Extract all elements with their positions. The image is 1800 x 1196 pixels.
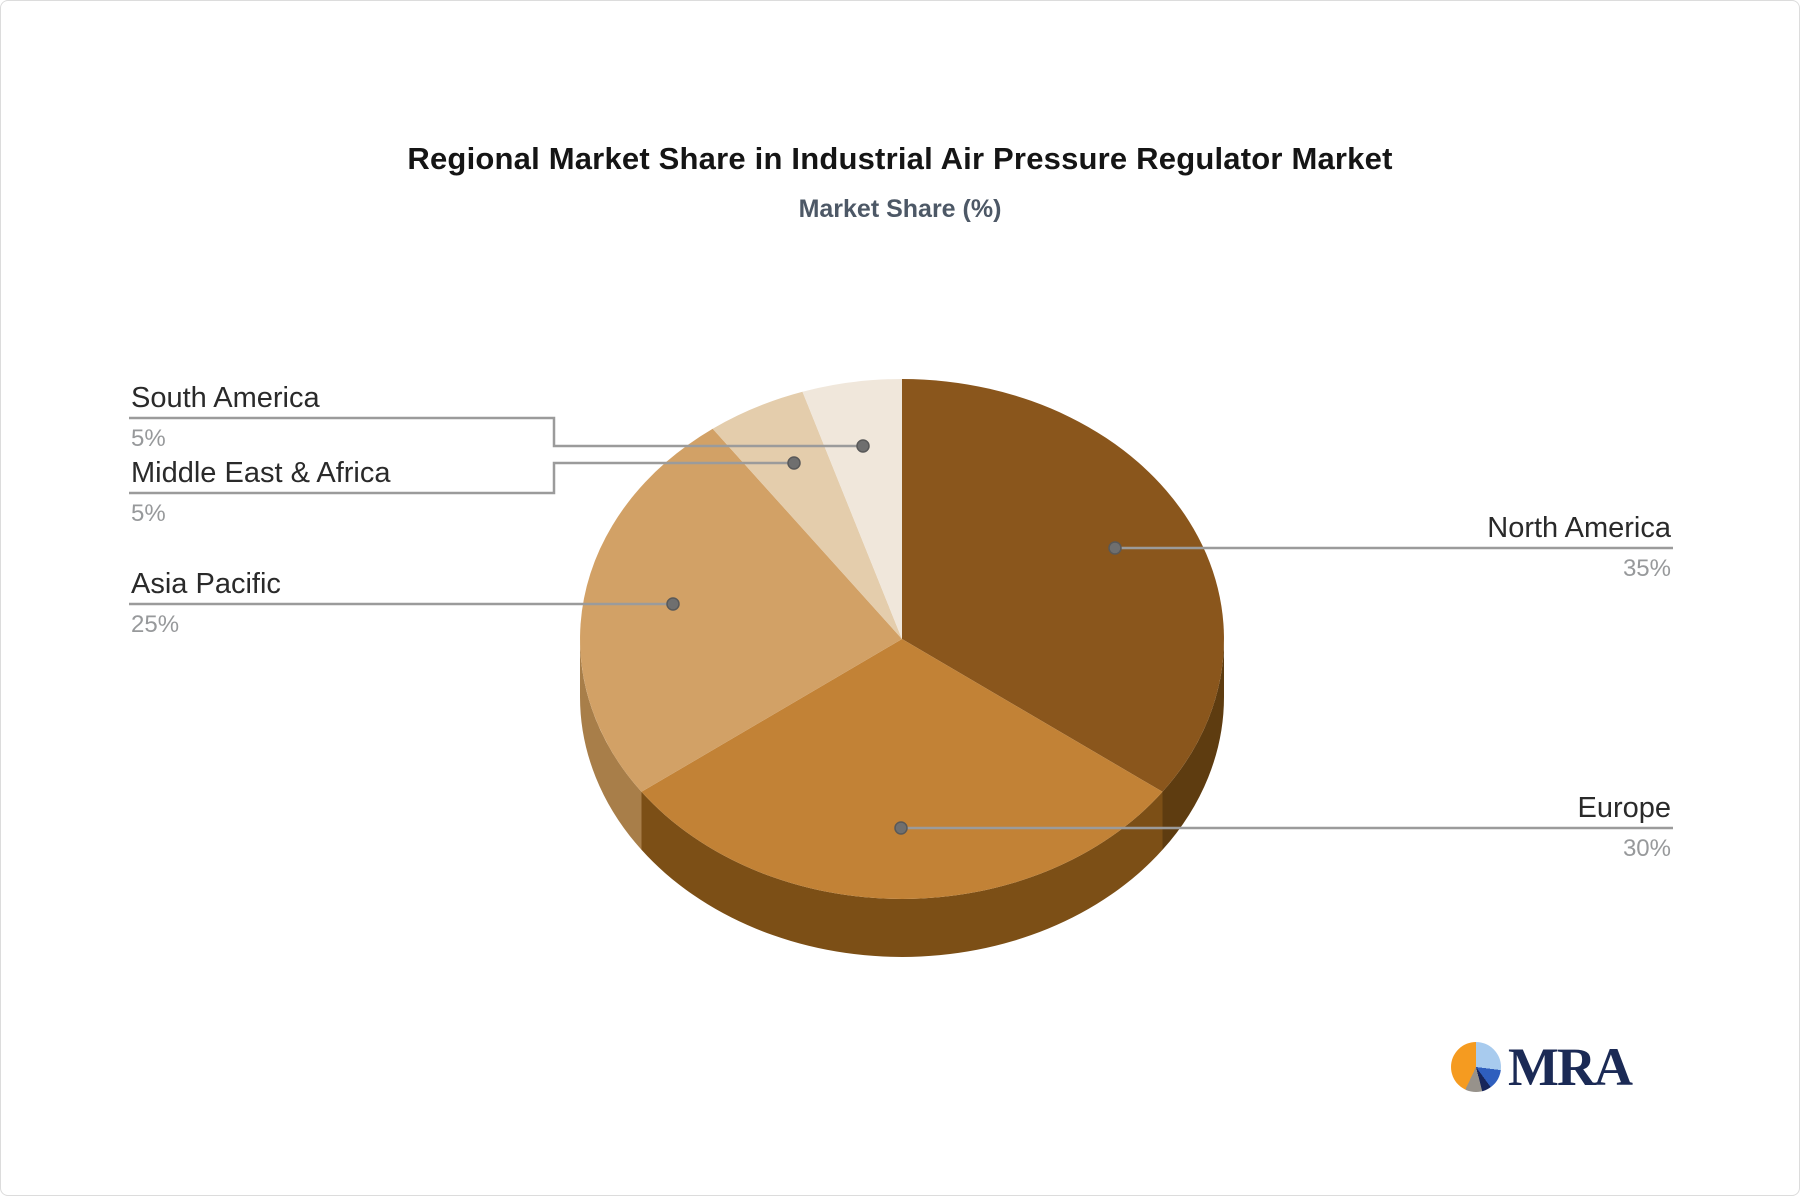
pie-slice-side-europe xyxy=(641,791,1163,957)
pie-slice-side-north-america xyxy=(1162,639,1224,850)
callout-label-europe: Europe xyxy=(1577,792,1671,824)
leader-dot-middle-east-africa xyxy=(787,456,801,470)
pie-slice-europe xyxy=(641,639,1163,899)
callout-label-south-america: South America xyxy=(131,382,320,414)
brand-logo-text: MRA xyxy=(1508,1037,1633,1097)
pie-slice-north-america xyxy=(902,379,1224,792)
leader-line-middle-east-africa xyxy=(129,461,794,495)
pie-slice-asia-pacific xyxy=(580,428,902,792)
page-title: Regional Market Share in Industrial Air … xyxy=(407,141,1393,176)
brand-logo: MRA xyxy=(1451,1037,1633,1097)
leader-dot-south-america xyxy=(856,439,870,453)
callout-label-asia-pacific: Asia Pacific xyxy=(131,568,281,600)
callout-value-middle-east-africa: 5% xyxy=(131,500,166,527)
brand-logo-pie-icon xyxy=(1451,1042,1501,1092)
chart-subtitle: Market Share (%) xyxy=(798,195,1002,223)
callout-value-south-america: 5% xyxy=(131,425,166,452)
callout-label-middle-east-africa: Middle East & Africa xyxy=(131,457,391,489)
leader-line-south-america xyxy=(129,416,863,448)
callout-value-north-america: 35% xyxy=(1622,555,1671,582)
callout-value-asia-pacific: 25% xyxy=(131,611,180,638)
leader-dot-asia-pacific xyxy=(666,597,680,611)
leader-dot-europe xyxy=(894,821,908,835)
leader-dot-north-america xyxy=(1108,541,1122,555)
pie-slice-middle-east-africa xyxy=(712,391,902,639)
callout-label-north-america: North America xyxy=(1487,512,1671,544)
pie-slice-side-asia-pacific xyxy=(580,639,642,850)
callout-value-europe: 30% xyxy=(1622,835,1671,862)
pie-slice-south-america xyxy=(802,378,902,639)
